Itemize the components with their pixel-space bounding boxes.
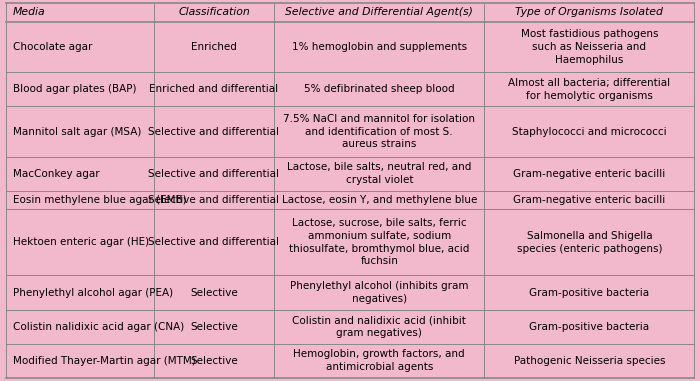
Text: Selective and differential: Selective and differential: [148, 237, 279, 247]
Text: 1% hemoglobin and supplements: 1% hemoglobin and supplements: [292, 42, 467, 52]
Text: Type of Organisms Isolated: Type of Organisms Isolated: [515, 7, 664, 18]
Text: 7.5% NaCl and mannitol for isolation
and identification of most S.
aureus strain: 7.5% NaCl and mannitol for isolation and…: [284, 114, 475, 149]
Text: Modified Thayer-Martin agar (MTM): Modified Thayer-Martin agar (MTM): [13, 356, 195, 366]
Text: Hektoen enteric agar (HE): Hektoen enteric agar (HE): [13, 237, 148, 247]
Text: Lactose, bile salts, neutral red, and
crystal violet: Lactose, bile salts, neutral red, and cr…: [287, 162, 472, 185]
Text: Gram-positive bacteria: Gram-positive bacteria: [529, 288, 650, 298]
Text: Selective and differential: Selective and differential: [148, 195, 279, 205]
Text: Blood agar plates (BAP): Blood agar plates (BAP): [13, 84, 136, 94]
Text: Salmonella and Shigella
species (enteric pathogens): Salmonella and Shigella species (enteric…: [517, 231, 662, 253]
Text: MacConkey agar: MacConkey agar: [13, 169, 99, 179]
Text: Classification: Classification: [178, 7, 250, 18]
Text: Phenylethyl alcohol agar (PEA): Phenylethyl alcohol agar (PEA): [13, 288, 173, 298]
Text: Almost all bacteria; differential
for hemolytic organisms: Almost all bacteria; differential for he…: [508, 78, 671, 101]
Text: Selective and differential: Selective and differential: [148, 126, 279, 136]
Text: Selective and Differential Agent(s): Selective and Differential Agent(s): [286, 7, 473, 18]
Text: Lactose, sucrose, bile salts, ferric
ammonium sulfate, sodium
thiosulfate, bromt: Lactose, sucrose, bile salts, ferric amm…: [289, 218, 470, 266]
Text: 5% defibrinated sheep blood: 5% defibrinated sheep blood: [304, 84, 454, 94]
Text: Hemoglobin, growth factors, and
antimicrobial agents: Hemoglobin, growth factors, and antimicr…: [293, 349, 465, 372]
Text: Enriched and differential: Enriched and differential: [149, 84, 279, 94]
Text: Phenylethyl alcohol (inhibits gram
negatives): Phenylethyl alcohol (inhibits gram negat…: [290, 281, 468, 304]
Text: Mannitol salt agar (MSA): Mannitol salt agar (MSA): [13, 126, 141, 136]
Text: Staphylococci and micrococci: Staphylococci and micrococci: [512, 126, 666, 136]
Text: Gram-positive bacteria: Gram-positive bacteria: [529, 322, 650, 332]
Text: Chocolate agar: Chocolate agar: [13, 42, 92, 52]
Text: Most fastidious pathogens
such as Neisseria and
Haemophilus: Most fastidious pathogens such as Neisse…: [521, 29, 658, 65]
Text: Selective and differential: Selective and differential: [148, 169, 279, 179]
Text: Eosin methylene blue agar (EMB): Eosin methylene blue agar (EMB): [13, 195, 186, 205]
Text: Media: Media: [13, 7, 46, 18]
Text: Lactose, eosin Y, and methylene blue: Lactose, eosin Y, and methylene blue: [281, 195, 477, 205]
Text: Pathogenic Neisseria species: Pathogenic Neisseria species: [514, 356, 665, 366]
Text: Gram-negative enteric bacilli: Gram-negative enteric bacilli: [513, 169, 666, 179]
Text: Gram-negative enteric bacilli: Gram-negative enteric bacilli: [513, 195, 666, 205]
Text: Selective: Selective: [190, 288, 238, 298]
Text: Colistin nalidixic acid agar (CNA): Colistin nalidixic acid agar (CNA): [13, 322, 184, 332]
Text: Colistin and nalidixic acid (inhibit
gram negatives): Colistin and nalidixic acid (inhibit gra…: [293, 315, 466, 338]
Text: Selective: Selective: [190, 356, 238, 366]
Text: Selective: Selective: [190, 322, 238, 332]
Text: Enriched: Enriched: [191, 42, 237, 52]
